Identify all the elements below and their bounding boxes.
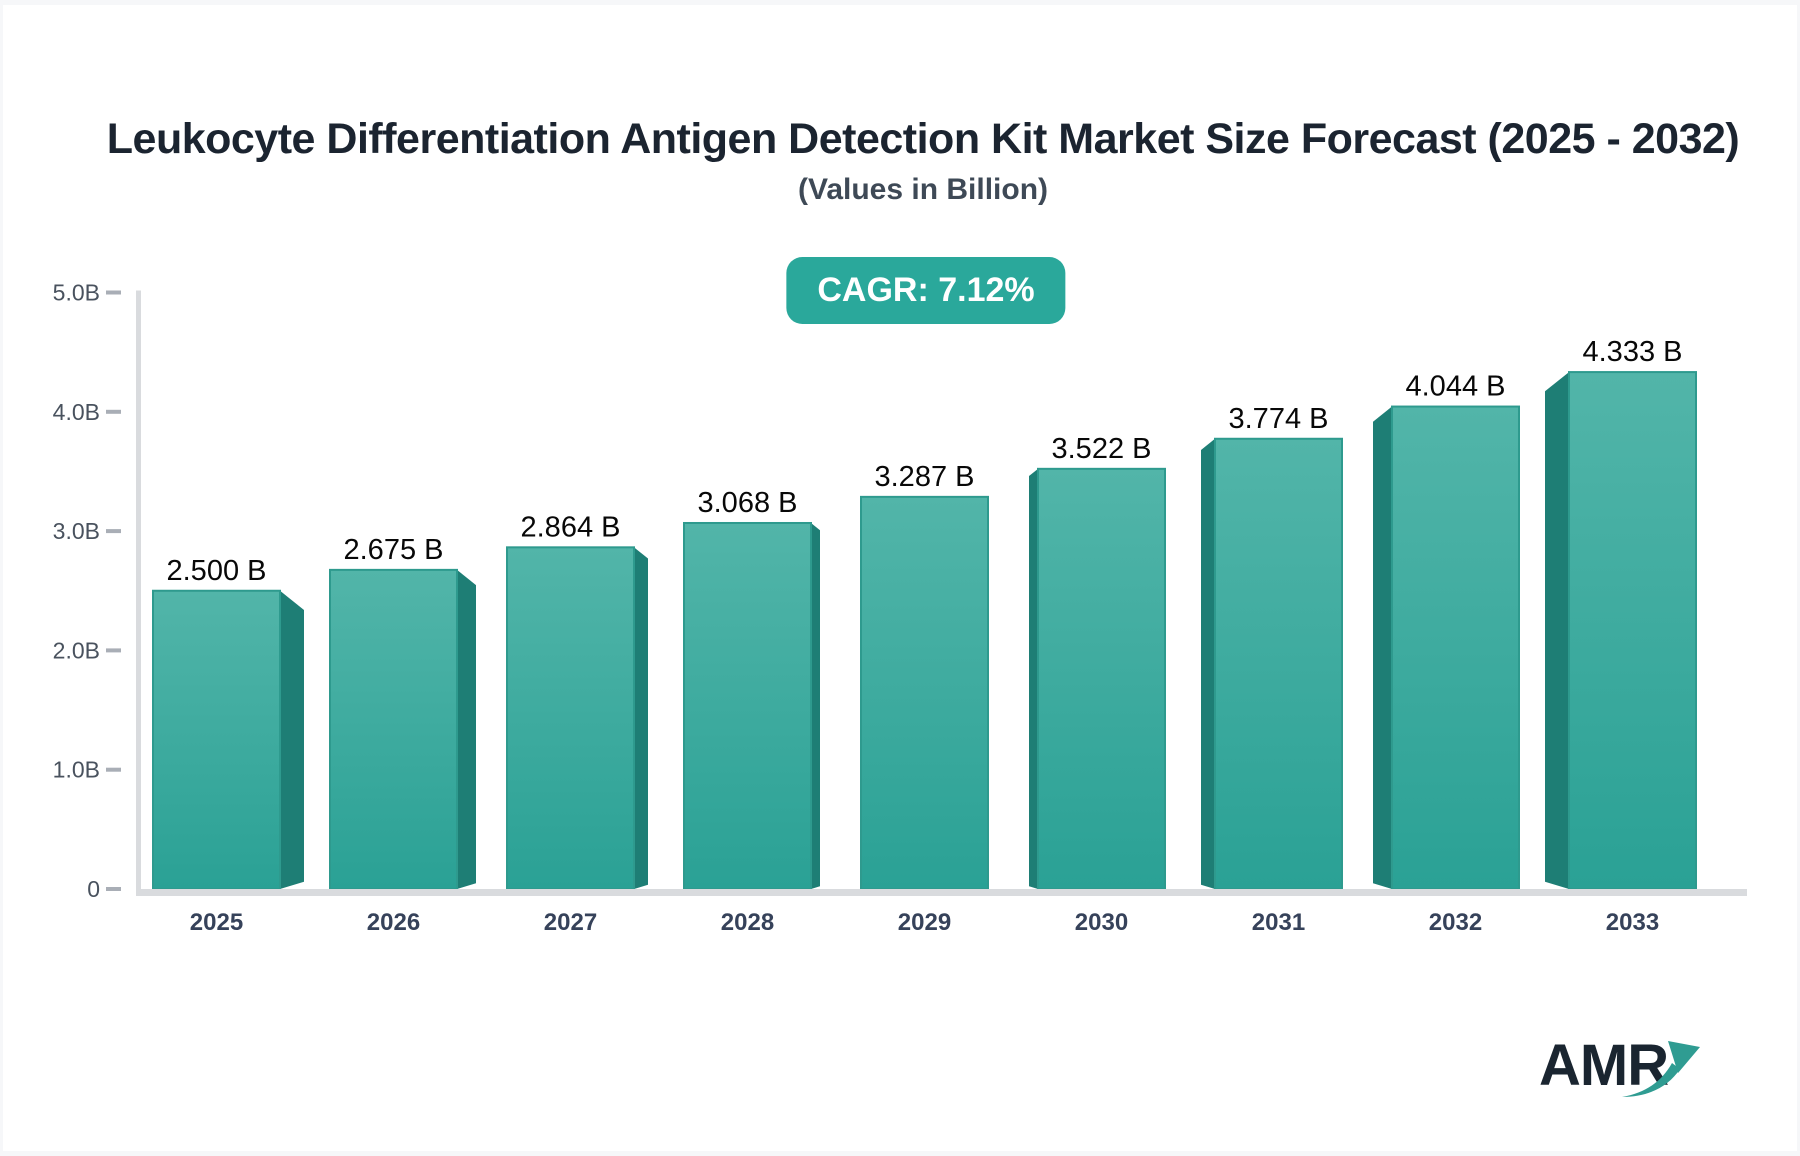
bar-front-face [1391, 405, 1520, 890]
bar-front-face [1037, 467, 1166, 890]
y-axis-tick [106, 290, 121, 295]
bar-2033: 4.333 B 2033 [1545, 336, 1697, 936]
x-axis-category-label: 2026 [367, 909, 420, 936]
bar-value-label: 3.774 B [1229, 403, 1329, 435]
y-axis-tick-label: 3.0B [53, 518, 100, 544]
y-axis-tick [106, 887, 121, 891]
bar-side-face [1373, 406, 1392, 889]
bar-2031: 3.774 B 2031 [1201, 403, 1343, 936]
bar-value-label: 4.333 B [1583, 336, 1683, 368]
x-axis-category-label: 2033 [1606, 909, 1659, 936]
x-axis-category-label: 2030 [1075, 909, 1128, 936]
bar-front-face [152, 589, 281, 890]
bar-front-face [860, 495, 989, 890]
y-axis-line [136, 290, 141, 896]
bar-front-face [329, 568, 458, 890]
y-axis-tick [106, 409, 121, 414]
bar-value-label: 3.068 B [698, 487, 798, 519]
bar-2028: 3.068 B 2028 [683, 487, 820, 936]
bar-2030: 3.522 B 2030 [1029, 433, 1166, 936]
growth-arrow-icon [1622, 1041, 1700, 1097]
bar-side-face [1201, 438, 1215, 889]
x-axis-category-label: 2032 [1429, 909, 1482, 936]
cagr-badge: CAGR: 7.12% [786, 257, 1066, 324]
bar-value-label: 2.675 B [344, 534, 444, 566]
bar-front-face [1568, 371, 1697, 890]
x-axis-category-label: 2025 [190, 909, 243, 936]
bar-2027: 2.864 B 2027 [506, 511, 648, 936]
bar-value-label: 4.044 B [1406, 371, 1506, 403]
x-axis-line [136, 889, 1747, 896]
bar-2026: 2.675 B 2026 [329, 534, 476, 936]
amr-logo: AMR [1539, 1037, 1719, 1117]
bar-front-face [683, 521, 812, 890]
bar-side-face [1545, 372, 1569, 889]
bar-side-face [811, 522, 820, 889]
y-axis-tick-label: 2.0B [53, 637, 100, 663]
bar-value-label: 3.522 B [1052, 433, 1152, 465]
x-axis-category-label: 2027 [544, 909, 597, 936]
x-axis-category-label: 2031 [1252, 909, 1305, 936]
bar-value-label: 2.864 B [521, 511, 621, 543]
amr-logo-text: AMR [1539, 1033, 1669, 1098]
bar-side-face [457, 569, 476, 889]
x-axis-category-label: 2029 [898, 909, 951, 936]
y-axis-tick [106, 767, 121, 772]
bar-2025: 2.500 B 2025 [152, 555, 304, 936]
y-axis-tick [106, 648, 121, 653]
x-axis-category-label: 2028 [721, 909, 774, 936]
chart-card: Leukocyte Differentiation Antigen Detect… [3, 5, 1797, 1151]
chart-title: Leukocyte Differentiation Antigen Detect… [106, 115, 1740, 163]
bar-value-label: 2.500 B [167, 555, 267, 587]
bar-2029: 3.287 B 2029 [860, 461, 989, 936]
cagr-badge-label: CAGR: 7.12% [817, 271, 1035, 309]
bar-front-face [506, 546, 635, 891]
bar-front-face [1214, 437, 1343, 890]
y-axis-tick-label: 4.0B [53, 399, 100, 425]
bar-side-face [634, 547, 648, 889]
chart-subtitle: (Values in Billion) [797, 173, 1049, 206]
y-axis-tick [106, 529, 121, 534]
y-axis-tick-label: 1.0B [53, 757, 100, 783]
y-axis-tick-label: 5.0B [53, 280, 100, 306]
bar-side-face [1029, 468, 1038, 889]
bar-2032: 4.044 B 2032 [1373, 371, 1520, 936]
bar-side-face [280, 590, 304, 889]
y-axis-tick-label: 0 [87, 876, 100, 902]
bar-value-label: 3.287 B [875, 461, 975, 493]
